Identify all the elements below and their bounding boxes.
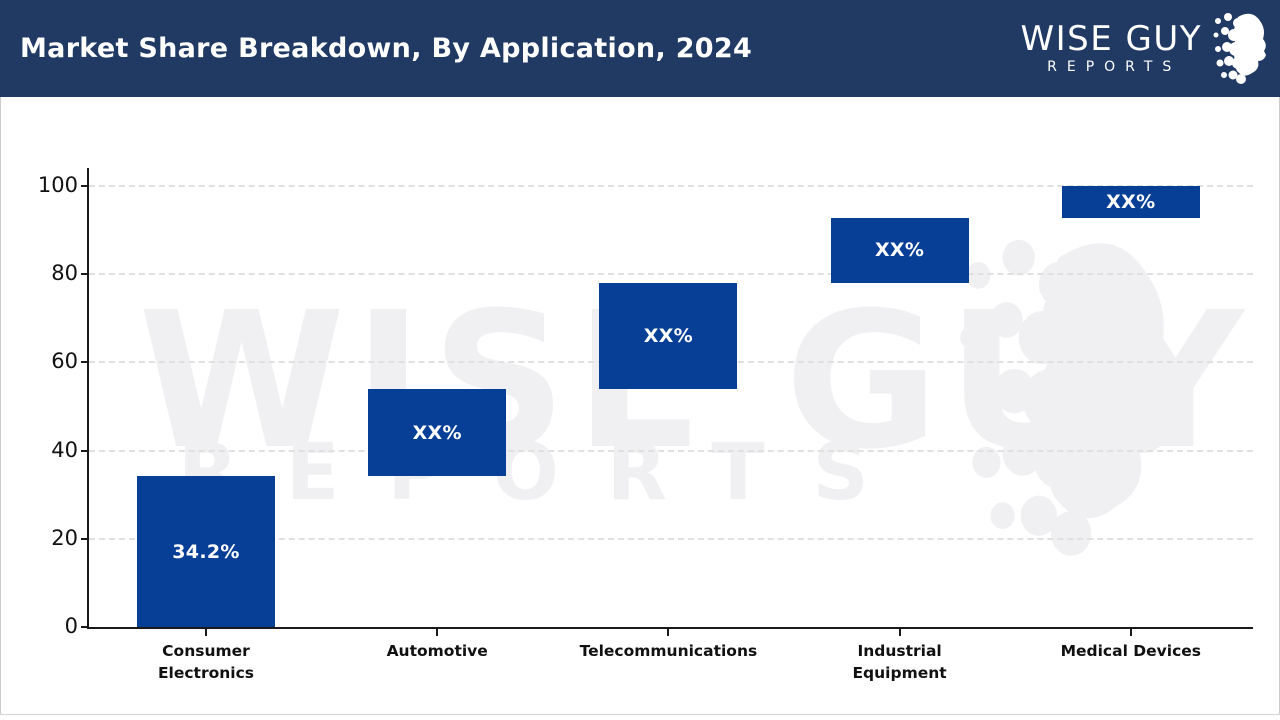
gridline-y100 [89,185,1253,187]
bar-automotive: XX% [368,388,507,477]
x-tick-mark [667,629,670,636]
y-tick-mark [81,449,88,452]
y-axis-tick-label: 20 [51,525,78,550]
gridline-y40 [89,449,1253,452]
x-axis-category-label: Medical Devices [1060,642,1202,660]
y-axis-tick-label: 60 [51,349,78,374]
x-tick-mark [1129,629,1132,636]
bar-industrial-equipment: XX% [830,217,969,284]
x-axis-category-label: Automotive [386,642,488,660]
y-axis-tick-label: 100 [37,173,78,197]
content-border-left [0,97,1,715]
x-axis-category-label: Industrial Equipment [852,642,947,682]
y-axis-tick-label: 40 [51,437,78,462]
x-tick-mark [205,629,207,636]
bar-value-label: XX% [412,421,462,444]
bar-medical-devices: XX% [1061,186,1200,218]
brand-logo: WISE GUY REPORTS [1020,0,1268,97]
brand-face-icon [1213,12,1266,84]
y-tick-mark [81,361,88,364]
brand-name: WISE GUY [1020,18,1202,59]
y-axis-tick-label: 0 [64,614,78,638]
bar-value-label: XX% [1106,190,1156,213]
bar-value-label: XX% [874,239,925,262]
watermark-text-reports: REPORTS [178,428,917,518]
page-title: Market Share Breakdown, By Application, … [20,33,753,64]
bar-value-label: 34.2% [172,540,240,563]
y-tick-mark [81,626,88,628]
y-tick-mark [81,537,88,540]
y-axis-line [87,168,89,629]
bar-telecommunications: XX% [599,283,738,389]
x-tick-mark [436,629,439,636]
bar-value-label: XX% [643,324,694,347]
content-border-bottom [0,714,1280,715]
x-axis-category-label: Consumer Electronics [157,642,255,682]
watermark-face-icon [960,239,1172,556]
gridline-y20 [89,537,1253,540]
y-tick-mark [81,273,88,276]
header-bar: Market Share Breakdown, By Application, … [0,0,1280,97]
x-axis-line [87,627,1253,629]
y-tick-mark [81,185,88,187]
bar-consumer-electronics: 34.2% [137,476,275,627]
brand-subtitle: REPORTS [1047,59,1182,76]
x-axis-category-label: Telecommunications [579,642,758,660]
gridline-y80 [89,273,1253,276]
y-axis-tick-label: 80 [51,261,78,286]
x-tick-mark [898,629,901,636]
